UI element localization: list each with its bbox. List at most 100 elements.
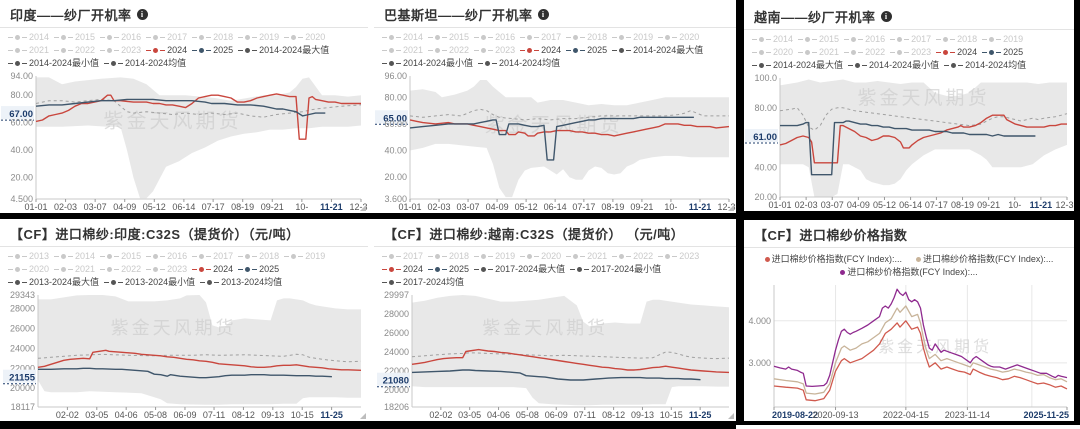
legend-item[interactable]: 2018 xyxy=(192,31,233,43)
legend-item[interactable]: 2013-2024均值 xyxy=(200,276,282,288)
info-icon[interactable]: i xyxy=(136,9,148,20)
legend-item[interactable]: 2017 xyxy=(382,250,423,262)
legend-item[interactable]: 2018 xyxy=(936,33,977,45)
legend-item[interactable]: 2021 xyxy=(382,44,423,56)
legend-item[interactable]: 2016 xyxy=(474,31,515,43)
legend-item[interactable]: 2023 xyxy=(100,44,141,56)
legend-item[interactable]: 2017 xyxy=(890,33,931,45)
y-tick-label: 22000 xyxy=(10,363,35,373)
x-tick-label: 04-09 xyxy=(486,202,509,212)
legend-marker-icon xyxy=(192,268,198,270)
legend-item[interactable]: 2018 xyxy=(566,31,607,43)
legend-item[interactable]: 进口棉纱价格指数(FCY Index):... xyxy=(764,253,902,265)
legend-marker-icon xyxy=(153,34,159,40)
legend-item[interactable]: 2016 xyxy=(844,33,885,45)
legend-label: 2014-2024均值 xyxy=(965,60,1027,70)
resize-handle-icon[interactable] xyxy=(360,205,366,211)
legend-item[interactable]: 2025 xyxy=(192,44,233,56)
legend-marker-icon xyxy=(759,62,764,68)
legend-item[interactable]: 2014-2024最大值 xyxy=(612,44,703,56)
legend-marker-icon xyxy=(100,36,106,38)
legend-item[interactable]: 2021 xyxy=(798,46,839,58)
legend-item[interactable]: 2014-2024均值 xyxy=(478,57,560,69)
legend-item[interactable]: 2019 xyxy=(612,31,653,43)
legend-item[interactable]: 2024 xyxy=(520,44,561,56)
info-icon[interactable]: i xyxy=(880,11,892,22)
legend-item[interactable]: 2025 xyxy=(982,46,1023,58)
legend-item[interactable]: 2022 xyxy=(100,263,141,275)
legend-item[interactable]: 2013 xyxy=(8,250,49,262)
legend-item[interactable]: 2024 xyxy=(192,263,233,275)
legend-item[interactable]: 2016 xyxy=(146,250,187,262)
legend-item[interactable]: 2014-2024最小值 xyxy=(382,57,473,69)
legend-item[interactable]: 2019 xyxy=(238,31,279,43)
legend-item[interactable]: 2020 xyxy=(752,46,793,58)
legend-item[interactable]: 2014-2024最小值 xyxy=(848,59,939,71)
panel-header: 【CF】进口棉纱:印度:C32S（提货价）（元/吨） xyxy=(0,219,368,247)
legend-item[interactable]: 2022 xyxy=(428,44,469,56)
legend-item[interactable]: 2019 xyxy=(284,250,325,262)
legend-item[interactable]: 2015 xyxy=(54,31,95,43)
legend-item[interactable]: 2015 xyxy=(428,31,469,43)
legend-item[interactable]: 2017 xyxy=(192,250,233,262)
legend-item[interactable]: 进口棉纱价格指数(FCY Index):... xyxy=(916,253,1053,265)
legend-item[interactable]: 2020 xyxy=(658,31,699,43)
legend-item[interactable]: 2013-2024最小值 xyxy=(104,276,195,288)
resize-handle-icon[interactable] xyxy=(728,413,734,419)
legend-marker-icon xyxy=(214,281,220,283)
bottom-bar-left xyxy=(0,421,736,429)
legend-item[interactable]: 2021 xyxy=(54,263,95,275)
legend-item[interactable]: 2024 xyxy=(382,263,423,275)
legend-marker-icon xyxy=(943,36,949,42)
legend-item[interactable]: 2020 xyxy=(284,31,325,43)
legend-item[interactable]: 进口棉纱价格指数(FCY Index):... xyxy=(840,266,978,278)
legend-item[interactable]: 2013-2024最大值 xyxy=(8,276,99,288)
legend-item[interactable]: 2022 xyxy=(844,46,885,58)
legend-item[interactable]: 2018 xyxy=(428,250,469,262)
legend-item[interactable]: 2017 xyxy=(146,31,187,43)
legend-item[interactable]: 2023 xyxy=(658,250,699,262)
legend-item[interactable]: 2023 xyxy=(146,263,187,275)
legend-item[interactable]: 2018 xyxy=(238,250,279,262)
legend-item[interactable]: 2019 xyxy=(982,33,1023,45)
legend-item[interactable]: 2024 xyxy=(146,44,187,56)
x-tick-label: 2025-11-25 xyxy=(1023,410,1069,420)
legend-item[interactable]: 2024 xyxy=(936,46,977,58)
legend-item[interactable]: 2014-2024最小值 xyxy=(8,57,99,69)
legend-marker-icon xyxy=(284,255,290,257)
info-icon[interactable]: i xyxy=(537,9,549,20)
legend-item[interactable]: 2015 xyxy=(100,250,141,262)
legend-label: 2019 xyxy=(305,251,326,261)
legend-item[interactable]: 2014-2024最大值 xyxy=(752,59,843,71)
resize-handle-icon[interactable] xyxy=(728,205,734,211)
x-tick-label: 09-21 xyxy=(261,202,284,212)
legend-item[interactable]: 2019 xyxy=(474,250,515,262)
legend-item[interactable]: 2020 xyxy=(8,263,49,275)
legend-item[interactable]: 2021 xyxy=(8,44,49,56)
legend-item[interactable]: 2022 xyxy=(612,250,653,262)
legend-item[interactable]: 2023 xyxy=(890,46,931,58)
legend-item[interactable]: 2014 xyxy=(8,31,49,43)
legend-item[interactable]: 2025 xyxy=(428,263,469,275)
legend-item[interactable]: 2022 xyxy=(54,44,95,56)
legend-item[interactable]: 2017 xyxy=(520,31,561,43)
legend-item[interactable]: 2016 xyxy=(100,31,141,43)
legend-item[interactable]: 2025 xyxy=(238,263,279,275)
legend-item[interactable]: 2023 xyxy=(474,44,515,56)
legend-item[interactable]: 2017-2024最大值 xyxy=(474,263,565,275)
legend-item[interactable]: 2014 xyxy=(752,33,793,45)
legend-item[interactable]: 2014-2024最大值 xyxy=(238,44,329,56)
legend-item[interactable]: 2017-2024最小值 xyxy=(570,263,661,275)
legend-item[interactable]: 2021 xyxy=(566,250,607,262)
legend-item[interactable]: 2020 xyxy=(520,250,561,262)
legend-item[interactable]: 2014-2024均值 xyxy=(944,59,1026,71)
legend-item[interactable]: 2014-2024均值 xyxy=(104,57,186,69)
legend-item[interactable]: 2014 xyxy=(54,250,95,262)
legend-item[interactable]: 2014 xyxy=(382,31,423,43)
legend-item[interactable]: 2017-2024均值 xyxy=(382,276,464,288)
resize-handle-icon[interactable] xyxy=(360,413,366,419)
legend-item[interactable]: 2025 xyxy=(566,44,607,56)
legend-item[interactable]: 2015 xyxy=(798,33,839,45)
legend-marker-icon xyxy=(153,266,159,272)
legend-label: 2020 xyxy=(29,264,50,274)
